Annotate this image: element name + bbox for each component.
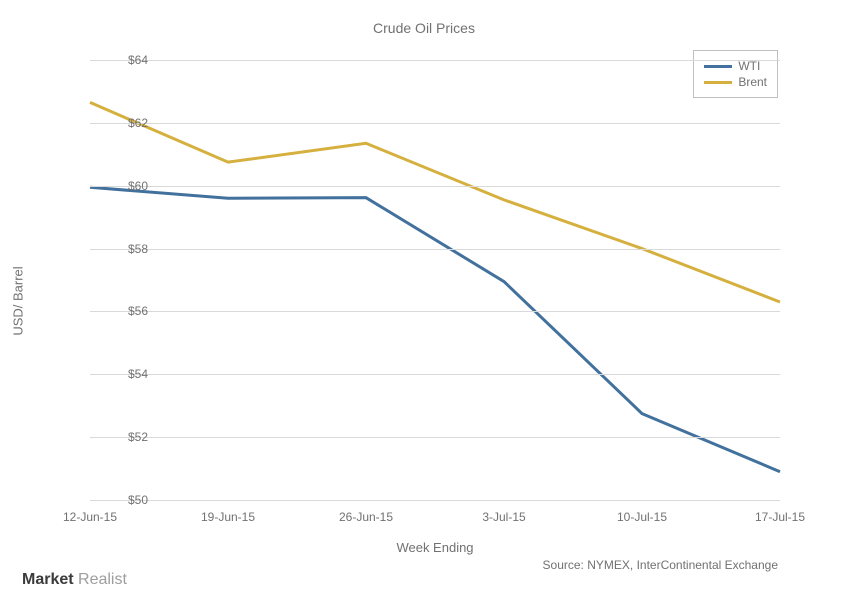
series-line-brent <box>90 102 780 302</box>
x-tick-label: 26-Jun-15 <box>326 510 406 524</box>
plot-area <box>90 60 780 500</box>
watermark-suffix: Realist <box>74 571 127 588</box>
x-tick-label: 17-Jul-15 <box>740 510 820 524</box>
gridline <box>90 311 780 312</box>
x-tick-label: 19-Jun-15 <box>188 510 268 524</box>
line-layer <box>90 60 780 500</box>
y-tick-label: $58 <box>98 242 148 256</box>
gridline <box>90 60 780 61</box>
y-tick-label: $54 <box>98 367 148 381</box>
gridline <box>90 123 780 124</box>
y-axis-label: USD/ Barrel <box>11 266 26 335</box>
y-tick-label: $62 <box>98 116 148 130</box>
series-line-wti <box>90 187 780 471</box>
watermark: Market Realist <box>22 571 127 589</box>
watermark-brand: Market <box>22 571 74 588</box>
x-tick-label: 3-Jul-15 <box>464 510 544 524</box>
chart-title: Crude Oil Prices <box>0 20 848 36</box>
source-text: Source: NYMEX, InterContinental Exchange <box>543 558 778 572</box>
gridline <box>90 249 780 250</box>
x-tick-label: 12-Jun-15 <box>50 510 130 524</box>
gridline <box>90 374 780 375</box>
gridline <box>90 437 780 438</box>
gridline <box>90 500 780 501</box>
y-tick-label: $56 <box>98 304 148 318</box>
y-tick-label: $64 <box>98 53 148 67</box>
y-tick-label: $50 <box>98 493 148 507</box>
chart-container: Crude Oil Prices WTI Brent USD/ Barrel W… <box>0 0 848 601</box>
x-tick-label: 10-Jul-15 <box>602 510 682 524</box>
gridline <box>90 186 780 187</box>
x-axis-label: Week Ending <box>90 540 780 555</box>
y-tick-label: $52 <box>98 430 148 444</box>
y-tick-label: $60 <box>98 179 148 193</box>
